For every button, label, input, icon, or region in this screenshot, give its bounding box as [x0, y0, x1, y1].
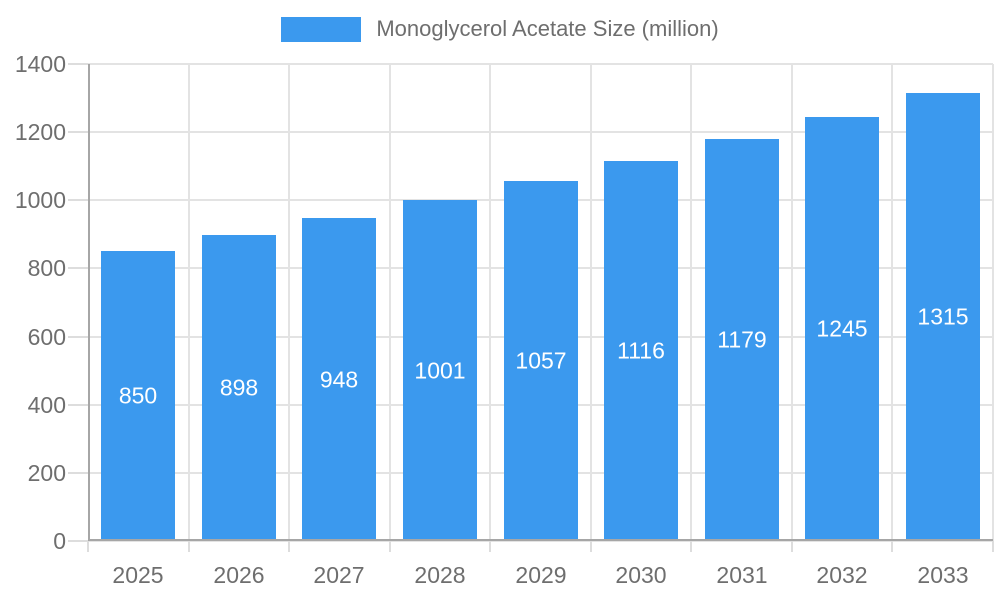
- x-tick: [891, 541, 893, 552]
- bar[interactable]: 1315: [906, 93, 980, 541]
- y-axis-label: 1000: [14, 187, 66, 213]
- y-tick: [68, 63, 88, 65]
- legend-label: Monoglycerol Acetate Size (million): [376, 16, 719, 41]
- y-tick: [68, 540, 88, 542]
- x-axis-line: [88, 539, 993, 541]
- bar-value-label: 1315: [917, 303, 969, 330]
- y-tick: [68, 404, 88, 406]
- y-axis-label: 0: [53, 528, 66, 554]
- x-tick: [690, 541, 692, 552]
- x-axis-label: 2027: [313, 562, 365, 588]
- y-axis-line: [88, 64, 90, 541]
- x-axis-label: 2030: [615, 562, 667, 588]
- y-tick: [68, 336, 88, 338]
- v-gridline: [188, 64, 190, 541]
- y-axis-label: 800: [27, 255, 66, 281]
- x-axis-label: 2033: [917, 562, 969, 588]
- x-tick: [992, 541, 994, 552]
- h-gridline: [88, 131, 993, 133]
- y-tick: [68, 199, 88, 201]
- y-tick: [68, 131, 88, 133]
- legend-swatch: [281, 16, 362, 42]
- v-gridline: [389, 64, 391, 541]
- h-gridline: [88, 63, 993, 65]
- x-axis-label: 2025: [112, 562, 164, 588]
- v-gridline: [288, 64, 290, 541]
- y-axis-label: 1200: [14, 119, 66, 145]
- bar-value-label: 1179: [717, 326, 767, 353]
- y-tick: [68, 472, 88, 474]
- v-gridline: [489, 64, 491, 541]
- x-tick: [590, 541, 592, 552]
- bar[interactable]: 1001: [403, 200, 477, 541]
- x-tick: [791, 541, 793, 552]
- x-tick: [87, 541, 89, 552]
- x-axis-label: 2026: [213, 562, 265, 588]
- y-tick: [68, 267, 88, 269]
- x-tick: [188, 541, 190, 552]
- v-gridline: [992, 64, 994, 541]
- v-gridline: [690, 64, 692, 541]
- x-axis-label: 2029: [515, 562, 567, 588]
- bar-value-label: 1001: [414, 357, 466, 383]
- bar-value-label: 1116: [617, 337, 665, 364]
- bar[interactable]: 898: [202, 235, 276, 541]
- bar-value-label: 1057: [515, 347, 567, 374]
- x-axis-label: 2028: [414, 562, 466, 588]
- bar-value-label: 948: [319, 366, 359, 392]
- bar[interactable]: 1057: [504, 181, 578, 541]
- y-axis-label: 400: [27, 392, 66, 418]
- v-gridline: [891, 64, 893, 541]
- bar[interactable]: 1245: [805, 117, 879, 541]
- y-axis-label: 200: [27, 460, 66, 486]
- y-axis-label: 1400: [14, 51, 66, 77]
- bar-value-label: 1245: [816, 315, 868, 342]
- bar[interactable]: 948: [302, 218, 376, 541]
- bar-value-label: 898: [219, 374, 259, 401]
- x-axis-label: 2031: [716, 562, 768, 588]
- h-gridline: [88, 540, 993, 542]
- v-gridline: [791, 64, 793, 541]
- x-tick: [489, 541, 491, 552]
- bar[interactable]: 1116: [604, 161, 678, 541]
- x-tick: [389, 541, 391, 552]
- y-axis-label: 600: [27, 324, 66, 350]
- bar[interactable]: 1179: [705, 139, 779, 541]
- x-tick: [288, 541, 290, 552]
- x-axis-label: 2032: [816, 562, 868, 588]
- plot-area: 850 898 948 1001 1057 1116 1179 1245 1315: [68, 63, 994, 552]
- legend[interactable]: Monoglycerol Acetate Size (million): [0, 16, 1000, 42]
- bar[interactable]: 850: [101, 251, 175, 541]
- v-gridline: [590, 64, 592, 541]
- bar-value-label: 850: [118, 382, 158, 409]
